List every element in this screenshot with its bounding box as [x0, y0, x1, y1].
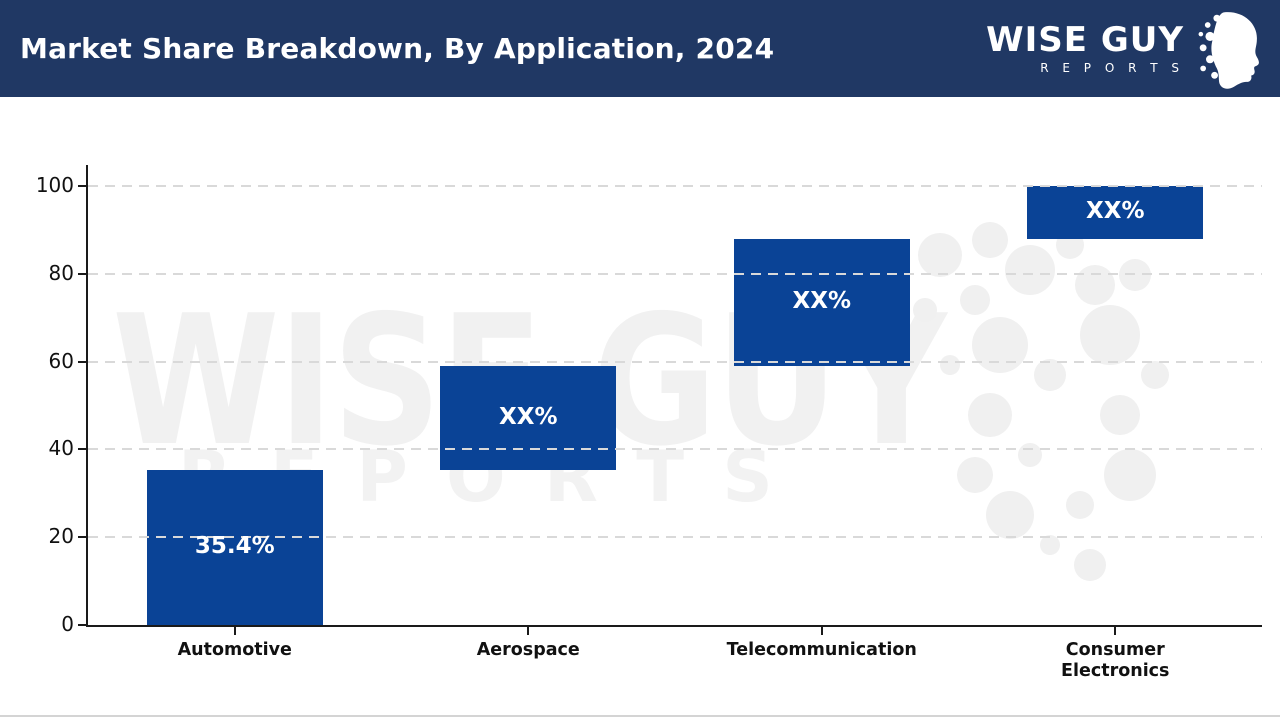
- watermark-face-icon: [913, 222, 1169, 581]
- y-tick-label-100: 100: [35, 173, 74, 197]
- bar-automotive: [146, 469, 323, 625]
- chart-title: Market Share Breakdown, By Application, …: [20, 32, 775, 65]
- x-tick-aerospace: [527, 627, 530, 635]
- y-tick-label-60: 60: [48, 348, 74, 373]
- category-label-telecommunication: Telecommunication: [675, 640, 969, 661]
- bar-aerospace: [440, 365, 617, 470]
- y-axis: [86, 165, 88, 627]
- y-tick-label-20: 20: [48, 524, 74, 549]
- header-bar: Market Share Breakdown, By Application, …: [0, 0, 1280, 97]
- gridline-40: [88, 448, 1262, 451]
- y-tick-label-40: 40: [48, 436, 74, 461]
- gridline-20: [88, 536, 1262, 539]
- logo-text: WISE GUY R E P O R T S: [986, 23, 1184, 75]
- x-axis: [86, 625, 1262, 627]
- category-label-consumer-electronics: Consumer Electronics: [968, 640, 1262, 682]
- y-tick-60: [78, 360, 88, 363]
- x-tick-automotive: [233, 627, 236, 635]
- bar-consumer-electronics: [1027, 186, 1204, 239]
- x-tick-telecommunication: [820, 627, 823, 635]
- category-label-line: Consumer: [1065, 640, 1165, 660]
- logo-face-icon: [1198, 11, 1259, 89]
- category-label-line: Aerospace: [476, 640, 580, 660]
- logo-tagline: R E P O R T S: [1040, 60, 1184, 75]
- gridline-60: [88, 360, 1262, 363]
- category-label-aerospace: Aerospace: [381, 640, 675, 661]
- bar-label-consumer-electronics: XX%: [1085, 198, 1145, 225]
- x-tick-consumer-electronics: [1114, 627, 1117, 635]
- category-label-line: Electronics: [1061, 661, 1170, 681]
- category-label-line: Telecommunication: [726, 640, 917, 660]
- bar-telecommunication: [733, 238, 910, 366]
- category-label-automotive: Automotive: [88, 640, 382, 661]
- bottom-divider: [0, 715, 1280, 717]
- gridline-100: [88, 185, 1262, 187]
- y-tick-40: [78, 448, 88, 451]
- y-tick-0: [78, 624, 88, 626]
- bar-label-telecommunication: XX%: [792, 288, 851, 315]
- wise-guy-logo: WISE GUY R E P O R T S: [986, 9, 1262, 89]
- y-tick-label-80: 80: [48, 260, 74, 285]
- y-tick-100: [78, 185, 88, 187]
- bar-label-automotive: 35.4%: [194, 533, 275, 560]
- category-label-line: Automotive: [177, 640, 292, 660]
- y-tick-label-0: 0: [61, 612, 74, 636]
- bar-label-aerospace: XX%: [498, 403, 558, 430]
- y-tick-80: [78, 272, 88, 275]
- y-tick-20: [78, 536, 88, 539]
- gridline-80: [88, 272, 1262, 275]
- logo-name: WISE GUY: [986, 19, 1184, 60]
